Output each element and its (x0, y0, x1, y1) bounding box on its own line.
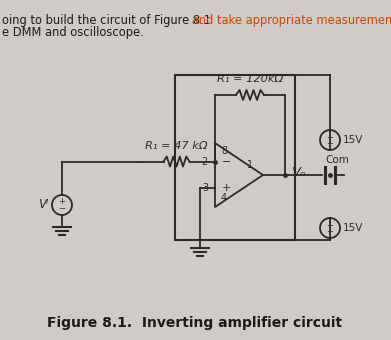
Text: R₁ = 47 kΩ: R₁ = 47 kΩ (145, 140, 208, 151)
Text: −: − (326, 139, 334, 149)
Text: 15V: 15V (343, 223, 363, 233)
Text: 1: 1 (247, 160, 253, 170)
Text: 4: 4 (221, 193, 227, 203)
Text: +: + (59, 198, 65, 206)
Text: +: + (326, 221, 334, 230)
Text: Figure 8.1.  Inverting amplifier circuit: Figure 8.1. Inverting amplifier circuit (47, 316, 343, 330)
Text: 3: 3 (202, 184, 208, 193)
Text: +: + (222, 184, 231, 193)
Text: 8: 8 (221, 146, 227, 156)
Text: and take appropriate measuremen: and take appropriate measuremen (188, 14, 391, 27)
Text: −: − (326, 227, 334, 237)
Text: oing to build the circuit of Figure 8.1: oing to build the circuit of Figure 8.1 (2, 14, 211, 27)
Text: e DMM and oscilloscope.: e DMM and oscilloscope. (2, 26, 144, 39)
Text: −: − (59, 204, 66, 214)
Text: +: + (326, 133, 334, 141)
Text: −: − (222, 156, 231, 167)
Text: 15V: 15V (343, 135, 363, 145)
Text: R₁ = 120kΩ: R₁ = 120kΩ (217, 74, 283, 84)
Bar (175, 75, 295, 240)
Text: Vₒ: Vₒ (292, 167, 307, 180)
Text: Vᴵ: Vᴵ (38, 199, 48, 211)
Text: 2: 2 (202, 156, 208, 167)
Text: Com: Com (325, 155, 349, 165)
